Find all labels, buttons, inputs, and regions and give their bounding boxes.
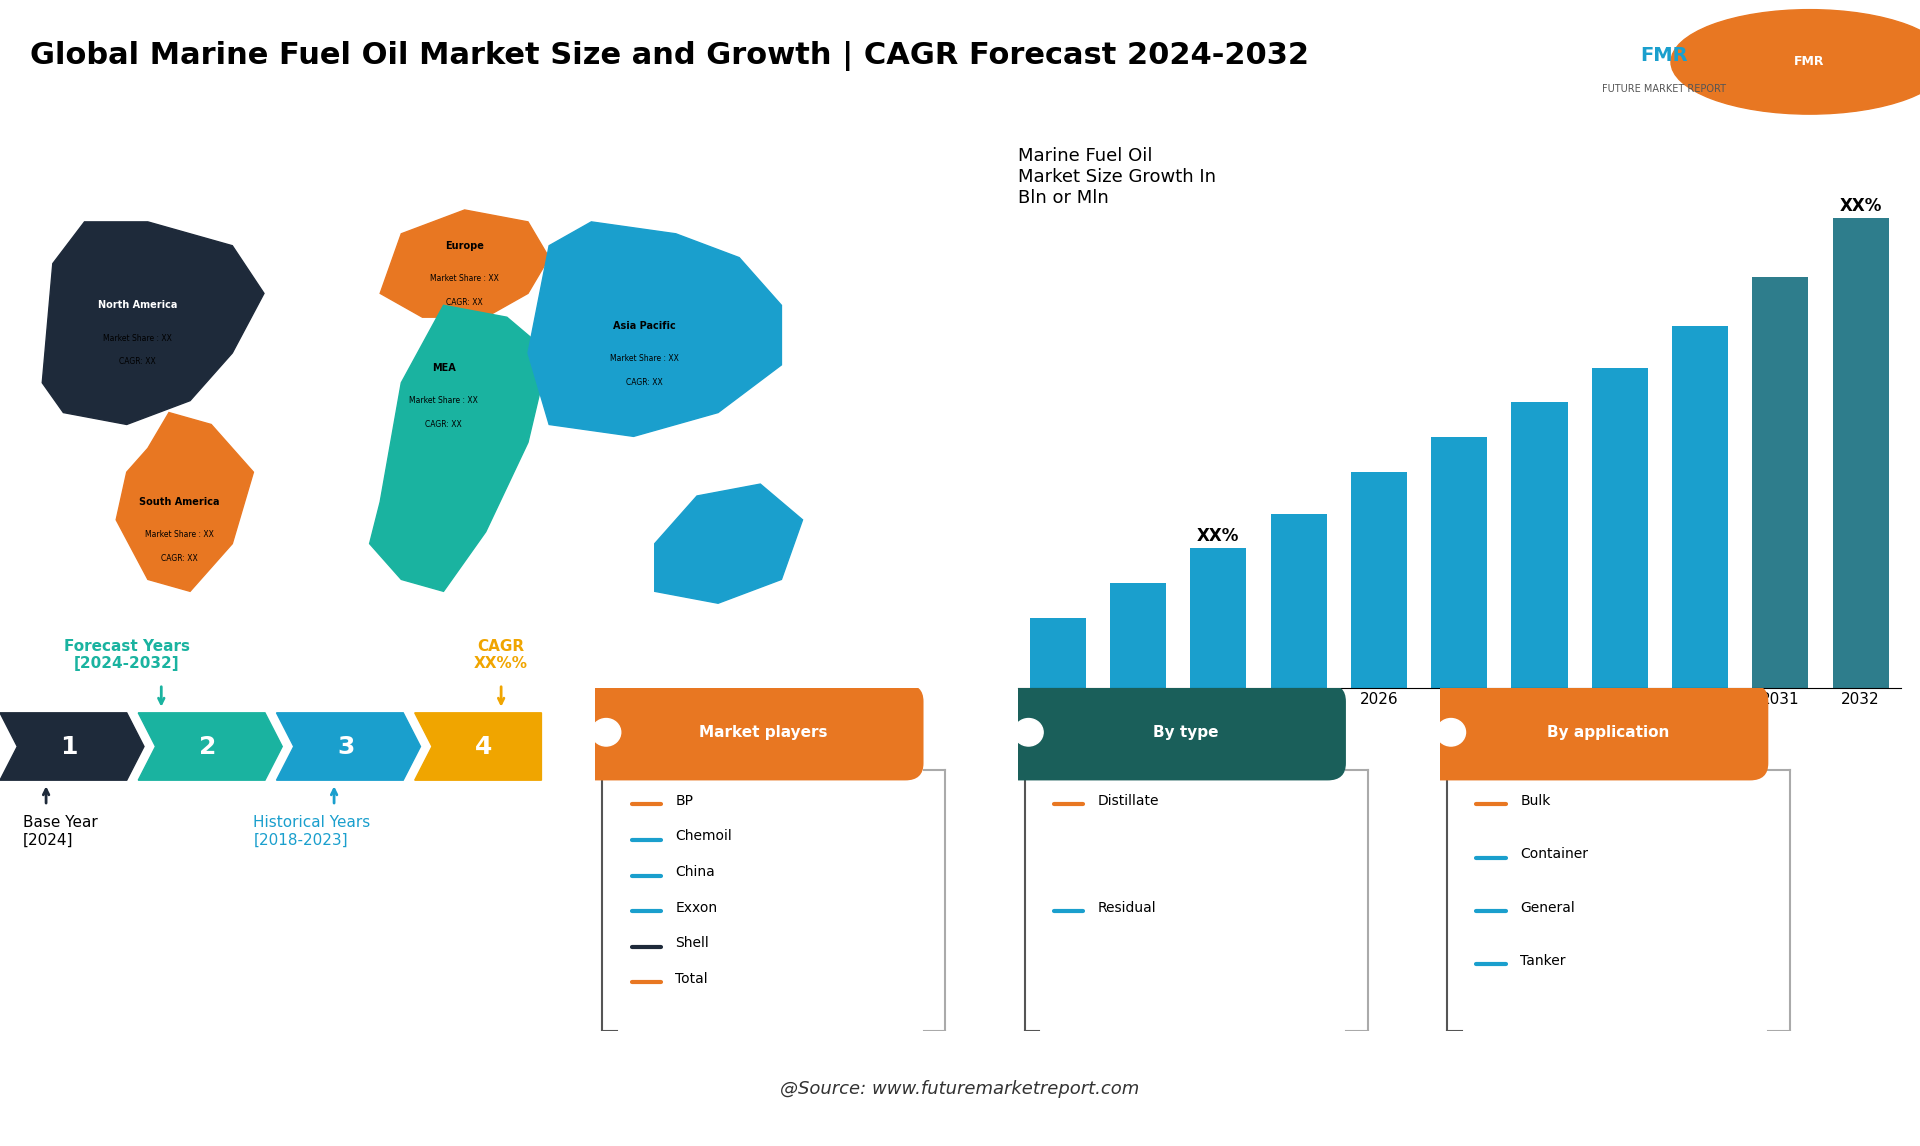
Polygon shape: [415, 713, 541, 780]
Polygon shape: [380, 210, 549, 317]
Text: Market Share : XX: Market Share : XX: [409, 397, 478, 406]
Text: Tanker: Tanker: [1521, 953, 1565, 967]
Text: Market Share : XX: Market Share : XX: [430, 274, 499, 283]
Text: BP: BP: [676, 794, 693, 808]
Bar: [1352, 472, 1407, 688]
Circle shape: [1436, 719, 1465, 746]
FancyBboxPatch shape: [1421, 684, 1768, 780]
Text: 4: 4: [474, 735, 493, 759]
Text: Europe: Europe: [445, 241, 484, 251]
Text: 2: 2: [198, 735, 217, 759]
Text: Marine Fuel Oil
Market Size Growth In
Bln or Mln: Marine Fuel Oil Market Size Growth In Bl…: [1018, 148, 1215, 207]
Text: Base Year
[2024]: Base Year [2024]: [23, 816, 98, 848]
Text: Distillate: Distillate: [1098, 794, 1160, 808]
Text: North America: North America: [98, 300, 177, 311]
FancyBboxPatch shape: [998, 684, 1346, 780]
Text: Container: Container: [1521, 847, 1588, 862]
Polygon shape: [528, 222, 781, 437]
Polygon shape: [115, 413, 253, 591]
Text: General: General: [1521, 901, 1574, 915]
Text: Market Share : XX: Market Share : XX: [146, 531, 213, 540]
Circle shape: [1670, 9, 1920, 115]
Polygon shape: [655, 484, 803, 603]
Text: By type: By type: [1152, 724, 1217, 740]
Text: CAGR: XX: CAGR: XX: [119, 358, 156, 367]
Text: Asia Pacific: Asia Pacific: [612, 321, 676, 331]
Bar: [1190, 549, 1246, 688]
Polygon shape: [138, 713, 282, 780]
Text: Exxon: Exxon: [676, 901, 718, 915]
Text: CAGR: XX: CAGR: XX: [161, 554, 198, 563]
Circle shape: [1014, 719, 1043, 746]
Text: Total: Total: [676, 972, 708, 986]
Bar: [1672, 325, 1728, 688]
Text: FUTURE MARKET REPORT: FUTURE MARKET REPORT: [1601, 85, 1726, 94]
Polygon shape: [369, 305, 549, 591]
Bar: [1029, 618, 1087, 688]
Bar: [1753, 277, 1809, 688]
Text: Bulk: Bulk: [1521, 794, 1551, 808]
Bar: [1430, 437, 1488, 688]
Bar: [1832, 218, 1889, 688]
Text: @Source: www.futuremarketreport.com: @Source: www.futuremarketreport.com: [780, 1080, 1140, 1098]
Text: 1: 1: [60, 735, 79, 759]
Text: CAGR
XX%%: CAGR XX%%: [474, 638, 528, 672]
Text: 3: 3: [336, 735, 355, 759]
Polygon shape: [276, 713, 420, 780]
Bar: [1592, 368, 1647, 688]
Text: Shell: Shell: [676, 936, 708, 950]
Text: South America: South America: [140, 497, 219, 507]
Text: Market players: Market players: [699, 724, 828, 740]
Polygon shape: [42, 222, 265, 424]
Text: Chemoil: Chemoil: [676, 830, 732, 843]
Text: CAGR: XX: CAGR: XX: [626, 378, 662, 387]
Bar: [1110, 583, 1165, 688]
Text: FMR: FMR: [1795, 55, 1824, 69]
Text: FMR: FMR: [1640, 46, 1688, 64]
Text: CAGR: XX: CAGR: XX: [445, 298, 484, 307]
Text: China: China: [676, 865, 716, 879]
Text: By application: By application: [1548, 724, 1668, 740]
Text: Forecast Years
[2024-2032]: Forecast Years [2024-2032]: [63, 638, 190, 672]
Text: XX%: XX%: [1839, 197, 1882, 215]
Bar: [1511, 402, 1567, 688]
Text: Residual: Residual: [1098, 901, 1156, 915]
Text: Historical Years
[2018-2023]: Historical Years [2018-2023]: [253, 816, 371, 848]
Text: CAGR: XX: CAGR: XX: [424, 419, 463, 429]
Text: Market Share : XX: Market Share : XX: [104, 333, 171, 343]
Text: MEA: MEA: [432, 363, 455, 372]
Text: XX%: XX%: [1198, 527, 1240, 545]
Polygon shape: [0, 713, 144, 780]
Text: Global Marine Fuel Oil Market Size and Growth | CAGR Forecast 2024-2032: Global Marine Fuel Oil Market Size and G…: [31, 41, 1309, 71]
Circle shape: [591, 719, 620, 746]
Text: Market Share : XX: Market Share : XX: [611, 354, 678, 363]
FancyBboxPatch shape: [576, 684, 924, 780]
Bar: [1271, 513, 1327, 688]
